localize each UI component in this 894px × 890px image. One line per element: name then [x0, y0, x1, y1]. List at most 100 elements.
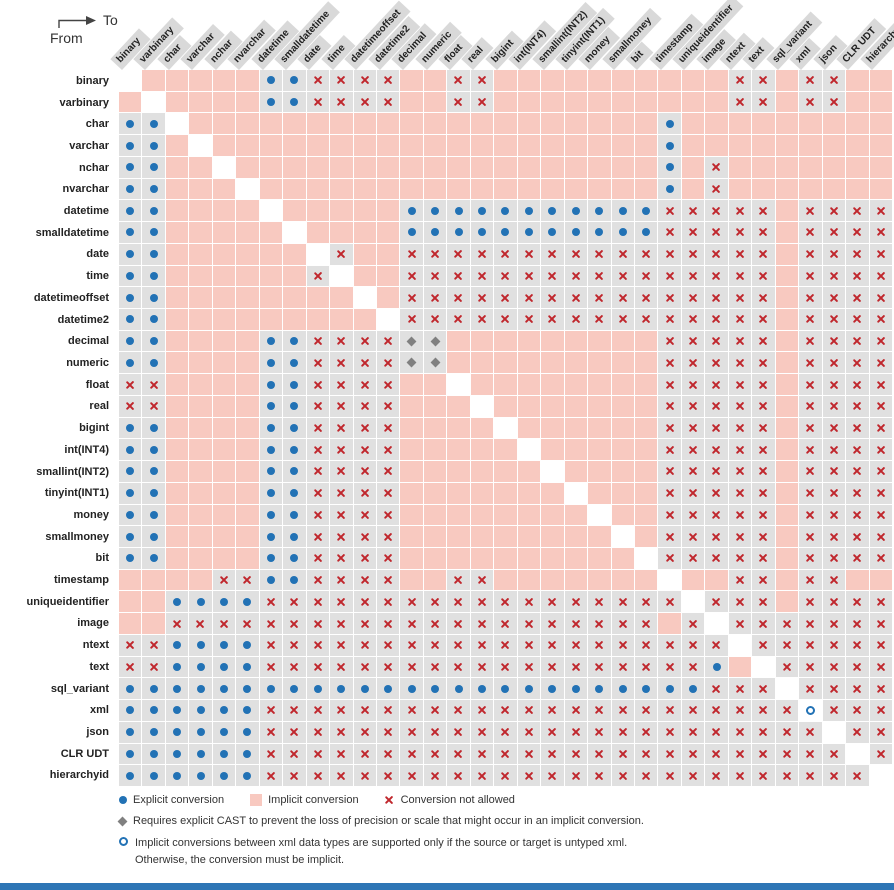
- matrix-cell: [494, 656, 517, 678]
- not-allowed-x-icon: [735, 705, 745, 715]
- matrix-cell: [165, 265, 189, 287]
- not-allowed-x-icon: [289, 619, 299, 629]
- explicit-dot-icon: [149, 163, 158, 172]
- matrix-cell: [541, 569, 564, 591]
- not-allowed-x-icon: [360, 771, 370, 781]
- not-allowed-x-icon: [594, 619, 604, 629]
- explicit-dot-icon: [220, 749, 229, 758]
- not-allowed-x-icon: [313, 488, 323, 498]
- not-allowed-x-icon: [454, 597, 464, 607]
- not-allowed-x-icon: [852, 423, 862, 433]
- not-allowed-x-icon: [618, 771, 628, 781]
- legend-circle-note-line2: Otherwise, the conversion must be implic…: [135, 853, 345, 866]
- matrix-cell: [635, 243, 658, 265]
- matrix-cell: [611, 656, 634, 678]
- not-allowed-x-icon: [876, 727, 886, 737]
- explicit-dot-icon: [149, 489, 158, 498]
- matrix-cell: [306, 547, 330, 569]
- matrix-cell: [212, 113, 236, 135]
- matrix-cell: [119, 591, 142, 613]
- matrix-cell: [306, 156, 330, 178]
- not-allowed-x-icon: [266, 771, 276, 781]
- matrix-cell: [822, 482, 846, 504]
- matrix-cell: [846, 352, 869, 374]
- not-allowed-x-icon: [594, 271, 604, 281]
- matrix-cell: [658, 765, 681, 786]
- matrix-cell: [799, 308, 822, 330]
- matrix-cell: [447, 135, 470, 156]
- matrix-cell: [681, 308, 705, 330]
- not-allowed-x-icon: [712, 640, 722, 650]
- not-allowed-x-icon: [618, 662, 628, 672]
- not-allowed-x-icon: [712, 336, 722, 346]
- matrix-cell: [377, 569, 400, 591]
- matrix-cell: [869, 156, 892, 178]
- matrix-cell: [212, 330, 236, 352]
- matrix-cell: [635, 395, 658, 417]
- not-allowed-x-icon: [524, 293, 534, 303]
- matrix-cell: [775, 461, 799, 482]
- matrix-cell: [236, 482, 259, 504]
- matrix-cell: [705, 461, 728, 482]
- matrix-cell: [165, 374, 189, 395]
- matrix-cell: [728, 613, 752, 634]
- matrix-cell: [165, 678, 189, 700]
- matrix-cell: [212, 634, 236, 656]
- matrix-cell: [822, 374, 846, 395]
- matrix-cell: [681, 113, 705, 135]
- not-allowed-x-icon: [336, 771, 346, 781]
- matrix-cell: [635, 417, 658, 439]
- not-allowed-x-icon: [383, 575, 393, 585]
- matrix-cell: [494, 243, 517, 265]
- matrix-cell: [752, 113, 775, 135]
- matrix-cell: [541, 113, 564, 135]
- not-allowed-x-icon: [383, 510, 393, 520]
- explicit-dot-icon: [126, 749, 135, 758]
- not-allowed-x-icon: [665, 445, 675, 455]
- matrix-cell: [330, 287, 353, 308]
- matrix-cell: [470, 417, 494, 439]
- matrix-cell: [330, 634, 353, 656]
- not-allowed-x-icon: [477, 640, 487, 650]
- not-allowed-x-icon: [829, 466, 839, 476]
- matrix-cell: [517, 613, 541, 634]
- matrix-cell: [142, 91, 165, 113]
- not-allowed-x-icon: [477, 75, 487, 85]
- matrix-cell: [119, 678, 142, 700]
- explicit-dot-icon: [665, 184, 674, 193]
- not-allowed-x-icon: [665, 705, 675, 715]
- not-allowed-x-icon: [383, 358, 393, 368]
- row-label-nchar: nchar: [79, 161, 109, 174]
- not-allowed-x-icon: [360, 423, 370, 433]
- matrix-cell: [564, 374, 588, 395]
- matrix-cell: [494, 395, 517, 417]
- matrix-cell: [494, 504, 517, 526]
- matrix-cell: [447, 330, 470, 352]
- not-allowed-x-icon: [782, 771, 792, 781]
- explicit-dot-icon: [220, 771, 229, 780]
- matrix-cell: [259, 461, 283, 482]
- not-allowed-x-icon: [336, 401, 346, 411]
- not-allowed-x-icon: [125, 640, 135, 650]
- matrix-cell: [259, 265, 283, 287]
- matrix-cell: [283, 569, 306, 591]
- matrix-cell: [142, 374, 165, 395]
- not-allowed-x-icon: [618, 597, 628, 607]
- not-allowed-x-icon: [430, 771, 440, 781]
- matrix-cell: [119, 765, 142, 786]
- matrix-cell: [330, 70, 353, 91]
- explicit-dot-icon: [243, 771, 252, 780]
- not-allowed-x-icon: [360, 749, 370, 759]
- not-allowed-x-icon: [735, 75, 745, 85]
- not-allowed-x-icon: [876, 640, 886, 650]
- matrix-cell: [541, 70, 564, 91]
- not-allowed-x-icon: [524, 749, 534, 759]
- row-label-smallint-int2-: smallint(INT2): [36, 465, 109, 478]
- not-allowed-x-icon: [805, 488, 815, 498]
- matrix-cell: [353, 308, 376, 330]
- explicit-dot-icon: [266, 445, 275, 454]
- not-allowed-x-icon: [735, 97, 745, 107]
- matrix-cell: [447, 439, 470, 461]
- matrix-cell: [470, 70, 494, 91]
- matrix-cell: [564, 395, 588, 417]
